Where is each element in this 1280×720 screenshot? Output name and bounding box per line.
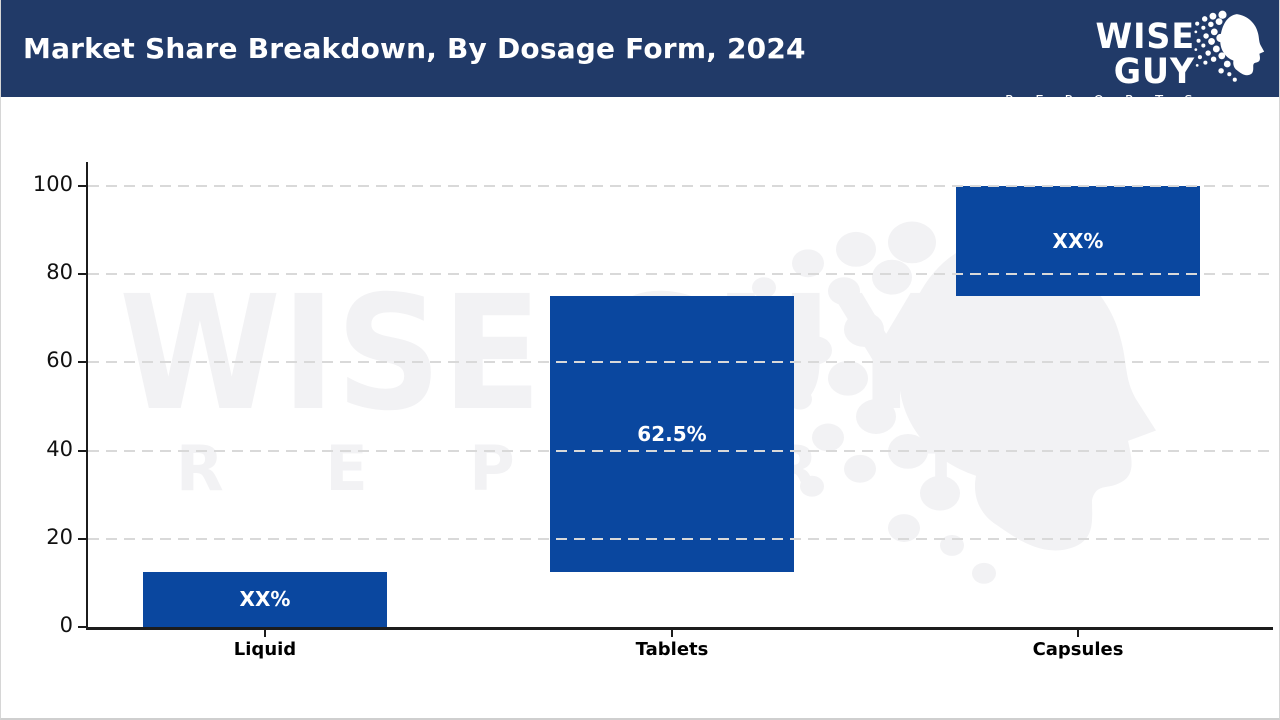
bar-tablets: 62.5% (550, 296, 794, 572)
y-tick-mark-20 (78, 537, 86, 540)
gridline-60 (88, 361, 1273, 364)
y-tick-label-0: 0 (59, 613, 73, 637)
y-tick-mark-100 (78, 185, 86, 187)
bar-value-label: XX% (1052, 229, 1104, 254)
wise-guy-reports-logo: WISE GUY R E P O R T S (1003, 4, 1273, 109)
bar-value-label: 62.5% (637, 422, 707, 447)
gridline-100 (88, 185, 1273, 187)
x-tick-label-liquid: Liquid (233, 639, 297, 660)
y-axis-spine (86, 162, 88, 630)
y-tick-label-80: 80 (46, 260, 73, 285)
y-tick-mark-60 (78, 361, 86, 364)
x-tick-label-tablets: Tablets (635, 639, 709, 660)
x-tick-mark-capsules (1077, 630, 1079, 637)
y-tick-label-60: 60 (46, 348, 73, 373)
x-tick-mark-liquid (264, 630, 266, 637)
gridline-20 (88, 537, 1273, 540)
gridline-40 (88, 449, 1273, 452)
y-tick-mark-0 (78, 626, 86, 628)
y-tick-label-20: 20 (46, 524, 73, 549)
plot-area: XX% 62.5% XX% 0 20 40 60 80 100 Liquid Tablets Cap… (1, 97, 1279, 718)
logo-subtitle: R E P O R T S (1005, 94, 1201, 109)
x-tick-label-capsules: Capsules (1032, 639, 1124, 660)
logo-head-profile-icon (1194, 10, 1265, 82)
chart-title: Market Share Breakdown, By Dosage Form, … (23, 32, 806, 65)
bar-capsules: XX% (956, 186, 1200, 297)
gridline-80 (88, 273, 1273, 276)
bar-liquid: XX% (143, 571, 387, 627)
header-band: Market Share Breakdown, By Dosage Form, … (1, 0, 1279, 109)
x-axis-line (86, 627, 1273, 630)
bar-value-label: XX% (239, 587, 291, 612)
x-tick-mark-tablets (671, 630, 673, 637)
y-tick-label-100: 100 (32, 172, 73, 196)
logo-text: WISE GUY R E P O R T S (1003, 17, 1195, 110)
y-tick-mark-40 (78, 449, 86, 452)
y-tick-label-40: 40 (46, 436, 73, 461)
y-tick-mark-80 (78, 273, 86, 276)
logo-wordmark: WISE GUY (1095, 17, 1195, 92)
